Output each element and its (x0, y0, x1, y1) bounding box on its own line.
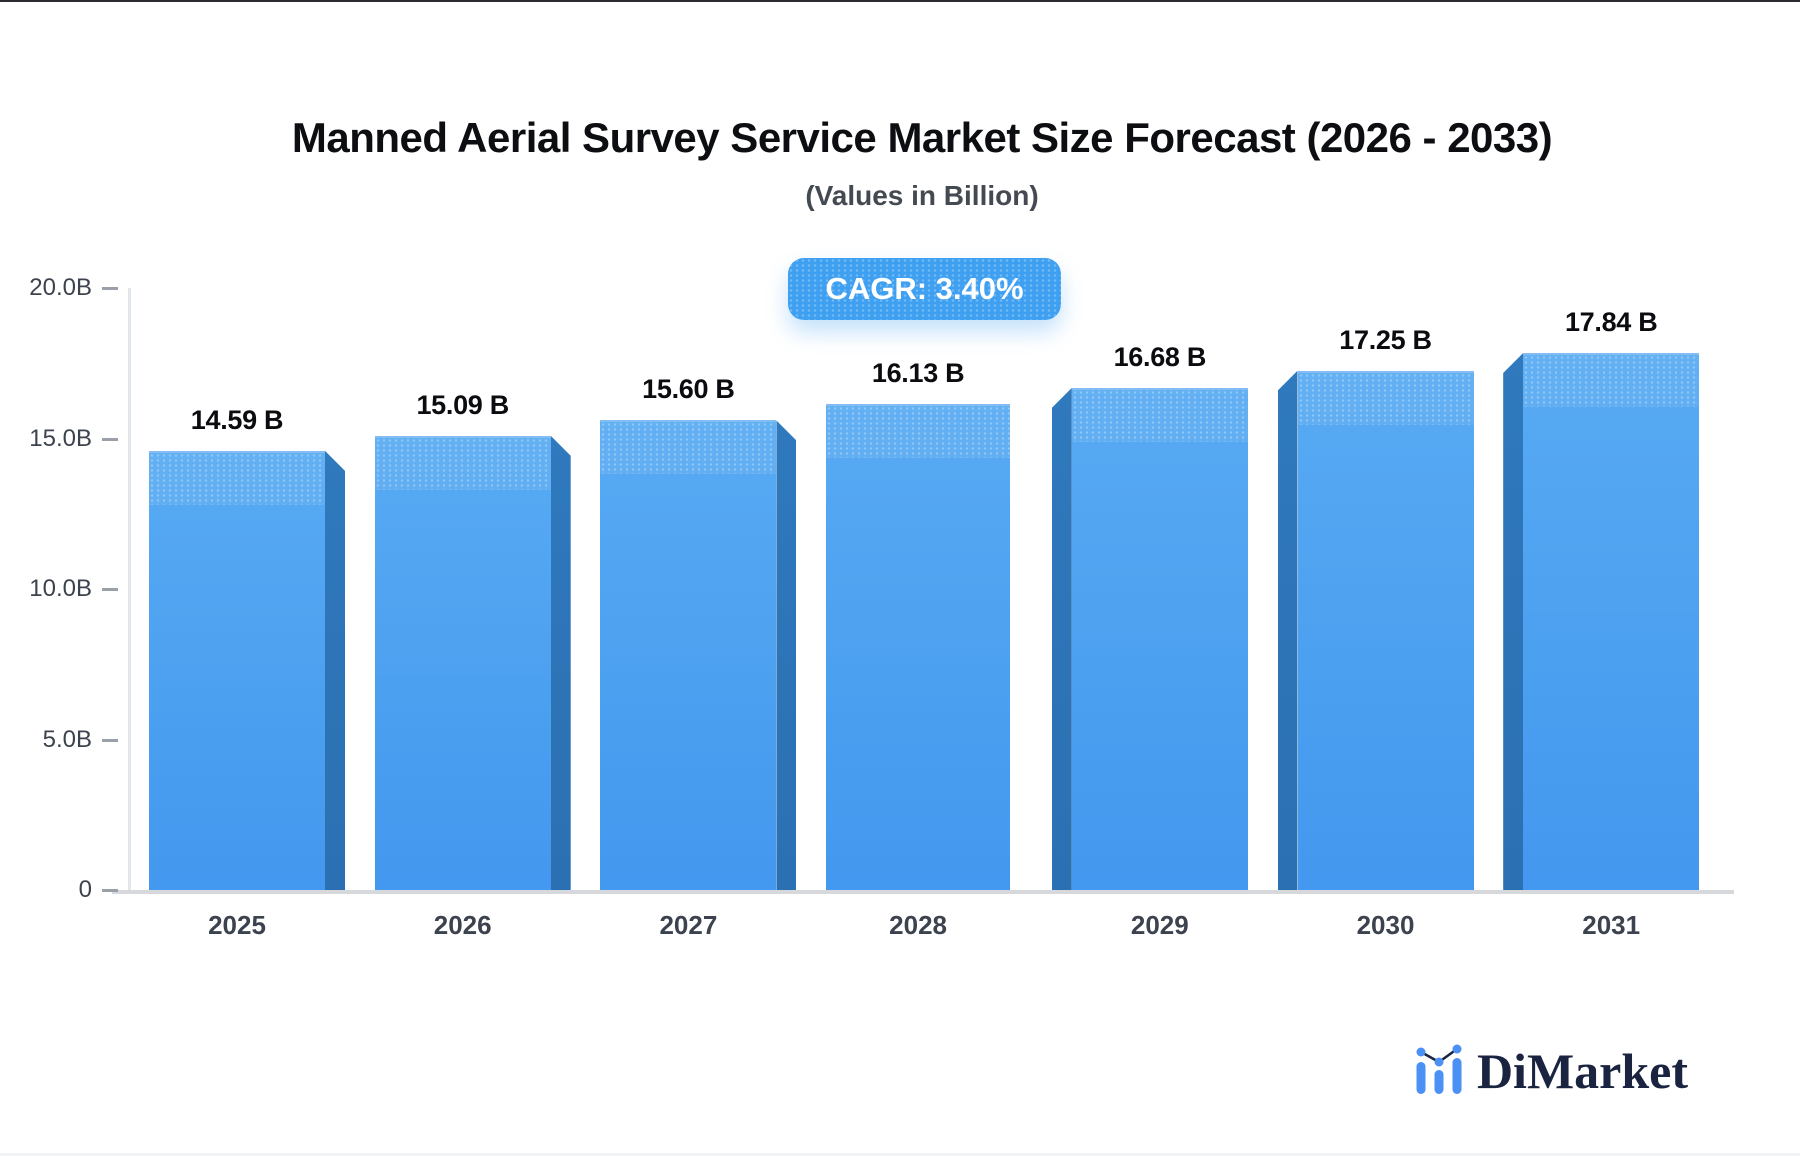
y-tick-label: 5.0B (42, 725, 92, 753)
bar-value-label: 16.13 B (871, 358, 965, 389)
bar-value-label: 17.84 B (1564, 307, 1658, 338)
y-axis-line (128, 288, 131, 890)
x-tick-label: 2026 (433, 910, 492, 940)
bar-side-face (1051, 387, 1072, 890)
x-tick-label: 2027 (659, 910, 718, 940)
bar (1297, 370, 1474, 890)
y-tick-mark (102, 287, 118, 290)
y-tick-label: 15.0B (29, 424, 92, 452)
bar-side-face (776, 420, 797, 890)
bar-top-texture (826, 406, 1011, 459)
bar-side-face (325, 450, 345, 890)
bar (1071, 387, 1248, 890)
bar-side-face (1277, 370, 1298, 890)
cagr-badge: CAGR: 3.40% (788, 258, 1061, 320)
brand-logo: DiMarket (1413, 1042, 1688, 1096)
y-tick-mark (102, 437, 118, 441)
x-axis-baseline (112, 890, 1734, 894)
bar-value-label: 17.25 B (1339, 324, 1432, 355)
bar-top-texture (374, 437, 551, 490)
bar-value-label: 14.59 B (190, 404, 284, 435)
bar (826, 404, 1011, 890)
x-tick-label: 2028 (889, 910, 948, 940)
cagr-badge-label: CAGR: 3.40% (825, 271, 1024, 306)
bar (374, 435, 551, 890)
y-tick-label: 0 (78, 876, 92, 903)
x-tick-label: 2029 (1130, 910, 1189, 940)
bar-top-texture (1523, 355, 1700, 408)
y-tick-mark (102, 738, 118, 742)
chart-subtitle: (Values in Billion) (805, 180, 1039, 211)
bar-side-face (1503, 353, 1524, 890)
bar-value-label: 15.60 B (642, 374, 735, 405)
bar-top-texture (1297, 372, 1474, 425)
y-tick-label: 20.0B (29, 274, 92, 301)
bar-value-label: 15.09 B (416, 389, 509, 420)
bar-side-face (550, 435, 571, 890)
chart-title: Manned Aerial Survey Service Market Size… (291, 114, 1553, 161)
bar (600, 420, 777, 890)
bar (149, 450, 325, 890)
y-tick-label: 10.0B (29, 575, 92, 602)
y-tick-mark (102, 889, 118, 892)
y-tick-mark (102, 588, 118, 591)
bar-top-texture (600, 422, 777, 475)
bar-top-texture (1071, 389, 1248, 442)
brand-name: DiMarket (1476, 1043, 1688, 1099)
bar-top-texture (149, 452, 325, 505)
x-tick-label: 2025 (208, 910, 266, 940)
bar (1523, 353, 1700, 890)
x-tick-label: 2030 (1356, 910, 1415, 940)
x-tick-label: 2031 (1582, 910, 1641, 940)
bar-value-label: 16.68 B (1113, 341, 1207, 372)
bar-chart-logo-icon (1416, 1044, 1462, 1094)
